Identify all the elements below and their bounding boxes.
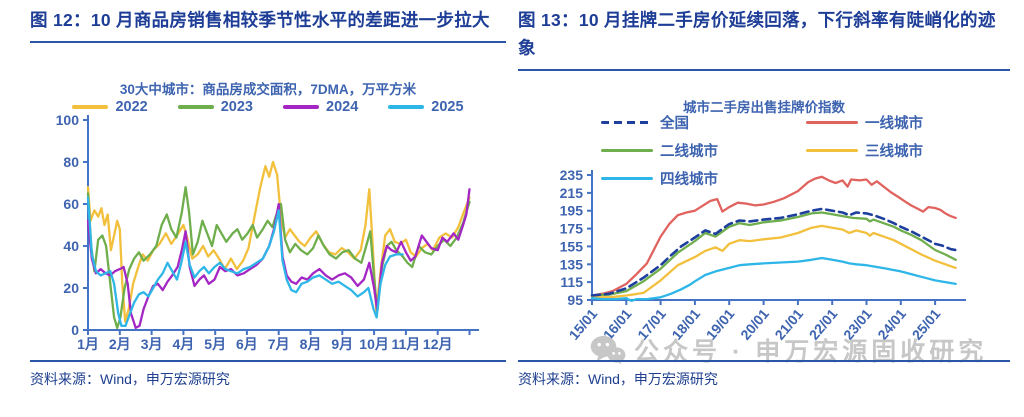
svg-text:5月: 5月 xyxy=(204,336,226,352)
legend-line-swatch xyxy=(601,148,653,153)
svg-text:8月: 8月 xyxy=(300,336,322,352)
svg-text:175: 175 xyxy=(560,221,584,237)
figure-13-legend: 全国 一线城市二线城市 三线城市四线城市 xyxy=(518,112,1010,189)
legend-label: 2025 xyxy=(431,99,464,115)
legend-item-二线城市: 二线城市 xyxy=(601,140,764,161)
legend-line-swatch xyxy=(388,105,425,109)
svg-text:9月: 9月 xyxy=(331,336,353,352)
svg-text:95: 95 xyxy=(567,292,583,308)
figure-13-title: 图 13：10 月挂牌二手房价延续回落，下行斜率有陡峭化的迹象 xyxy=(518,6,1010,71)
legend-line-swatch xyxy=(601,176,653,181)
figure-12-subtitle: 30大中城市：商品房成交面积，7DMA，万平方米 xyxy=(119,82,417,97)
figure-12-title: 图 12：10 月商品房销售相较季节性水平的差距进一步拉大 xyxy=(30,6,506,43)
svg-text:100: 100 xyxy=(56,114,80,128)
svg-text:235: 235 xyxy=(560,167,584,183)
legend-item-2022: 2022 xyxy=(72,99,148,115)
figure-13-subtitle: 城市二手房出售挂牌价指数 xyxy=(683,100,845,115)
legend-line-swatch xyxy=(283,105,319,109)
watermark-text: 公众号 · 申万宏源固收研究 xyxy=(634,338,988,366)
svg-text:7月: 7月 xyxy=(268,336,290,352)
svg-text:2月: 2月 xyxy=(109,336,131,352)
figure-12-panel: 图 12：10 月商品房销售相较季节性水平的差距进一步拉大 30大中城市：商品房… xyxy=(30,0,506,417)
svg-text:135: 135 xyxy=(560,256,584,272)
legend-item-一线城市: 一线城市 xyxy=(806,112,969,133)
svg-text:3月: 3月 xyxy=(141,336,163,352)
legend-label: 四线城市 xyxy=(660,172,718,188)
svg-text:155: 155 xyxy=(560,238,584,254)
svg-text:40: 40 xyxy=(63,238,79,254)
figure-12-legend: 2022 2023 2024 2025 xyxy=(30,99,506,115)
svg-text:20: 20 xyxy=(63,280,79,296)
figure-12-source: 资料来源：Wind，申万宏源研究 xyxy=(30,371,230,387)
legend-item-2025: 2025 xyxy=(388,99,464,115)
legend-dashed-line-swatch xyxy=(601,120,653,125)
svg-text:215: 215 xyxy=(560,185,584,201)
svg-text:115: 115 xyxy=(560,274,583,290)
svg-text:0: 0 xyxy=(71,322,79,338)
divider-line xyxy=(518,360,1010,362)
legend-line-swatch xyxy=(806,120,858,125)
svg-text:195: 195 xyxy=(560,203,584,219)
legend-item-四线城市: 四线城市 xyxy=(601,168,764,189)
svg-text:6月: 6月 xyxy=(236,336,258,352)
legend-line-swatch xyxy=(806,148,858,153)
svg-text:11月: 11月 xyxy=(391,336,420,352)
legend-item-2023: 2023 xyxy=(177,99,253,115)
svg-text:1月: 1月 xyxy=(77,336,99,352)
divider-line xyxy=(30,360,506,362)
legend-label: 三线城市 xyxy=(865,144,923,160)
figure-13-source: 资料来源：Wind，申万宏源研究 xyxy=(518,371,718,387)
svg-text:12月: 12月 xyxy=(423,336,453,352)
wechat-watermark: 公众号 · 申万宏源固收研究 xyxy=(590,332,987,368)
legend-label: 2023 xyxy=(220,99,253,115)
legend-label: 二线城市 xyxy=(660,144,718,160)
svg-text:4月: 4月 xyxy=(173,336,195,352)
wechat-icon xyxy=(590,335,626,365)
legend-item-全国: 全国 xyxy=(601,112,764,133)
svg-text:10月: 10月 xyxy=(359,336,389,352)
svg-text:60: 60 xyxy=(63,196,79,212)
figure-13-panel: 图 13：10 月挂牌二手房价延续回落，下行斜率有陡峭化的迹象 城市二手房出售挂… xyxy=(518,0,1010,417)
legend-line-swatch xyxy=(177,105,214,109)
legend-label: 2022 xyxy=(115,99,148,115)
figure-12-chart: 0 20 40 60 80 100 1月 2月 3月 4月 5月 6月 7月 8月 9月 10月 11月 12月 xyxy=(56,114,479,352)
legend-line-swatch xyxy=(72,105,109,109)
legend-label: 一线城市 xyxy=(865,116,923,132)
legend-label: 2024 xyxy=(326,99,359,115)
legend-item-三线城市: 三线城市 xyxy=(806,140,969,161)
legend-item-2024: 2024 xyxy=(283,99,358,115)
svg-text:80: 80 xyxy=(63,154,79,170)
legend-label: 全国 xyxy=(660,116,689,132)
